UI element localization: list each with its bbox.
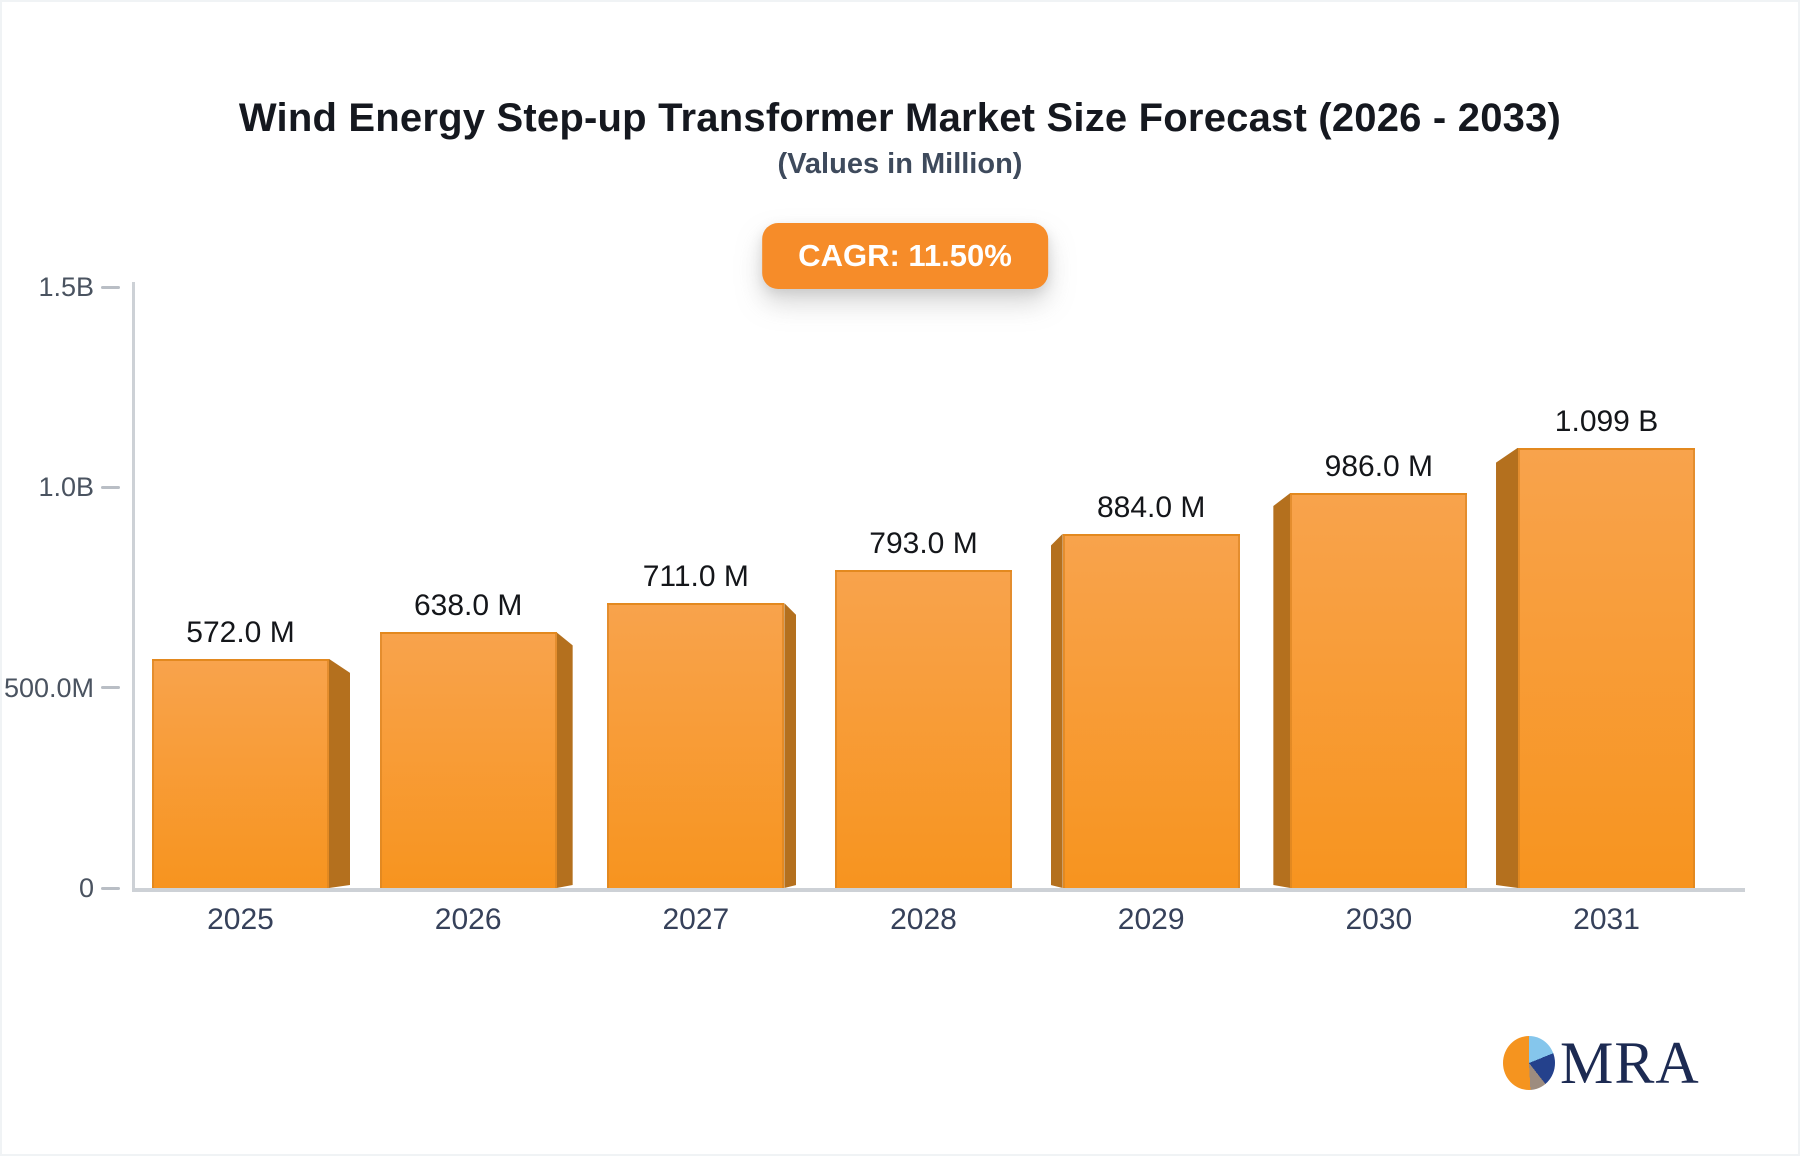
brand-logo: MRA <box>1503 1030 1700 1096</box>
bar-2025[interactable] <box>152 658 329 888</box>
bar-value-label-2030: 986.0 M <box>1324 449 1434 483</box>
x-axis-label-2027: 2027 <box>662 903 730 936</box>
bar-value-label-2031: 1.099 B <box>1554 404 1659 438</box>
brand-logo-text: MRA <box>1560 1030 1700 1096</box>
bar-side-2030 <box>1273 493 1290 888</box>
y-axis-line <box>132 282 135 892</box>
y-tick-dash <box>101 686 120 690</box>
x-axis-label-2025: 2025 <box>207 903 274 936</box>
cagr-badge: CAGR: 11.50% <box>762 223 1048 289</box>
bar-side-2025 <box>329 659 350 888</box>
pie-chart-logo-icon <box>1503 1036 1555 1090</box>
x-axis-label-2031: 2031 <box>1573 903 1640 936</box>
bar-value-label-2025: 572.0 M <box>186 615 295 649</box>
x-axis-label-2029: 2029 <box>1117 903 1185 936</box>
y-tick-dash <box>101 485 120 489</box>
page-title: Wind Energy Step-up Transformer Market S… <box>238 96 1562 140</box>
bar-value-label-2026: 638.0 M <box>413 589 523 623</box>
bar-2031[interactable] <box>1518 447 1696 888</box>
bar-side-2027 <box>784 603 796 888</box>
x-axis-label-2030: 2030 <box>1345 903 1413 936</box>
y-tick-label: 500.0M <box>3 672 94 703</box>
bar-2030[interactable] <box>1290 492 1468 888</box>
bar-2026[interactable] <box>379 632 557 888</box>
page-subtitle: (Values in Million) <box>777 148 1023 180</box>
x-axis-line <box>132 888 1745 892</box>
bar-2027[interactable] <box>607 603 785 888</box>
bar-2029[interactable] <box>1062 533 1240 888</box>
bar-value-label-2028: 793.0 M <box>869 527 978 561</box>
bar-side-2029 <box>1051 534 1063 888</box>
y-tick-dash <box>101 886 120 890</box>
x-axis-label-2026: 2026 <box>434 903 502 936</box>
bar-value-label-2029: 884.0 M <box>1096 490 1206 524</box>
y-tick-label: 1.5B <box>38 272 94 302</box>
bar-value-label-2027: 711.0 M <box>642 560 749 594</box>
y-tick-label: 0 <box>78 873 94 903</box>
bar-side-2031 <box>1496 448 1518 888</box>
y-tick-dash <box>101 285 120 289</box>
bar-2028[interactable] <box>835 570 1012 888</box>
bar-side-2026 <box>557 632 573 888</box>
y-tick-label: 1.0B <box>38 472 94 503</box>
x-axis-label-2028: 2028 <box>890 903 957 936</box>
